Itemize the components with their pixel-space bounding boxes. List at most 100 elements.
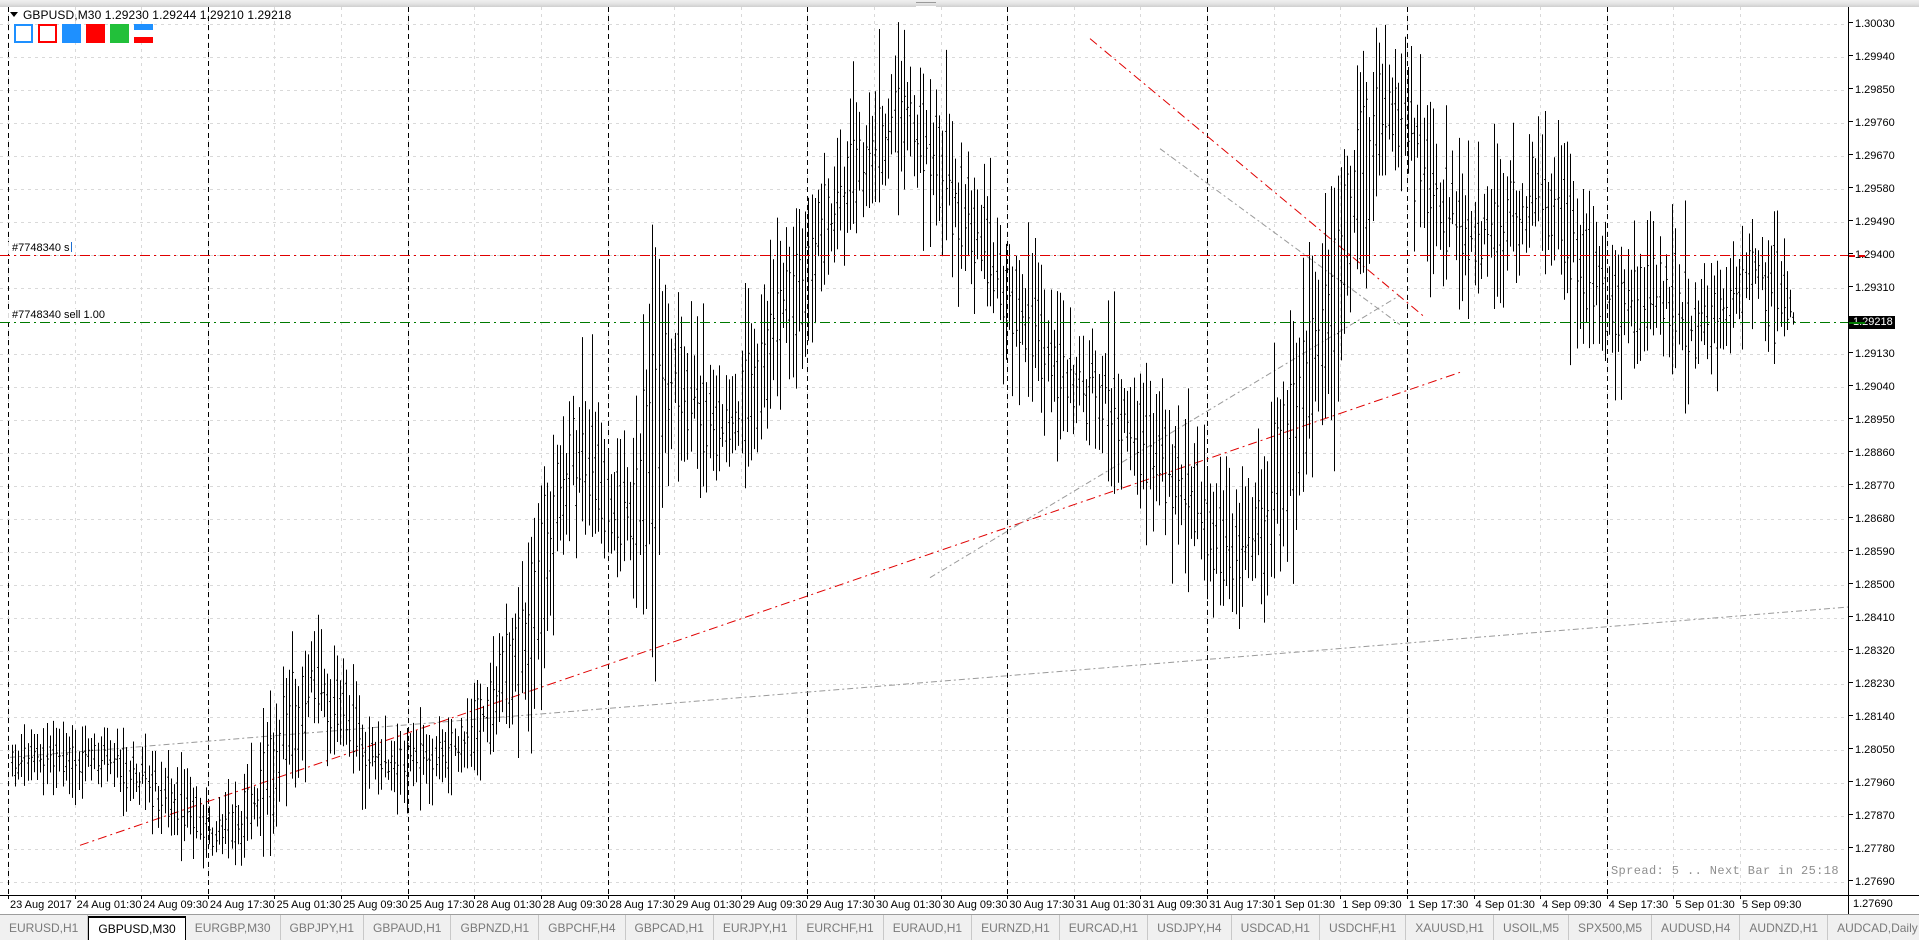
chart-tab-eurnzd-h1[interactable]: EURNZD,H1 xyxy=(972,915,1060,940)
candle-bar xyxy=(227,778,230,859)
candle-bar xyxy=(450,718,453,796)
candle-bar xyxy=(1155,394,1158,502)
chart-tab-eurjpy-h1[interactable]: EURJPY,H1 xyxy=(713,915,798,940)
chart-tab-eurgbp-m30[interactable]: EURGBP,M30 xyxy=(185,915,281,940)
chart-tab-audusd-h4[interactable]: AUDUSD,H4 xyxy=(1652,915,1741,940)
time-axis-tick-mark xyxy=(1073,896,1075,899)
sell-limit-outline-red-button[interactable] xyxy=(38,24,57,43)
buy-sell-split-button[interactable] xyxy=(134,24,153,43)
chart-plot-area[interactable] xyxy=(0,7,1848,895)
candle-bar xyxy=(1107,300,1110,482)
candle-bar xyxy=(1311,255,1314,478)
chart-tab-euraud-h1[interactable]: EURAUD,H1 xyxy=(883,915,973,940)
candle-bar xyxy=(1448,197,1451,248)
candle-bar xyxy=(1426,105,1429,262)
chart-tab-audnzd-h1[interactable]: AUDNZD,H1 xyxy=(1740,915,1829,940)
chart-tab-usdjpy-h4[interactable]: USDJPY,H4 xyxy=(1148,915,1232,940)
chart-tab-label: EURJPY,H1 xyxy=(722,921,788,935)
candle-bar xyxy=(1732,241,1735,328)
chart-tab-bar[interactable]: EURUSD,H1 GBPUSD,M30 EURGBP,M30 GBPJPY,H1 GB… xyxy=(0,914,1919,940)
candle-bar xyxy=(352,664,355,774)
candle-bar xyxy=(1429,101,1432,298)
trendline-gray-ascending-long[interactable] xyxy=(9,606,1848,758)
candle-bar xyxy=(428,734,431,804)
candle-bar xyxy=(817,189,820,257)
candle-bar xyxy=(1314,271,1317,402)
candle-bar xyxy=(1789,289,1792,318)
sell-fill-red-button[interactable] xyxy=(86,24,105,43)
candle-bar xyxy=(712,369,715,471)
order-label-sell-stop[interactable]: #7748340 s xyxy=(6,242,72,254)
price-axis-tick: 1.29310 xyxy=(1849,283,1895,294)
candle-bar xyxy=(1439,182,1442,250)
candle-bar xyxy=(1353,150,1356,233)
chart-tab-gbpchf-h4[interactable]: GBPCHF,H4 xyxy=(539,915,626,940)
candle-bar xyxy=(715,375,718,481)
candle-bar xyxy=(1455,191,1458,261)
candle-bar xyxy=(435,736,438,777)
candle-bar xyxy=(438,716,441,780)
candle-bar xyxy=(839,129,842,231)
chart-tab-gbpnzd-h1[interactable]: GBPNZD,H1 xyxy=(451,915,540,940)
candle-bar xyxy=(1247,478,1250,579)
candle-bar xyxy=(1451,150,1454,225)
buy-fill-blue-button[interactable] xyxy=(62,24,81,43)
candle-bar xyxy=(141,746,144,784)
chart-tab-xauusd-h1[interactable]: XAUUSD,H1 xyxy=(1406,915,1494,940)
chart-tab-eurcad-h1[interactable]: EURCAD,H1 xyxy=(1059,915,1149,940)
price-axis-bottom-tick: 1.27690 xyxy=(1853,898,1893,910)
quick-trade-button-group[interactable] xyxy=(14,24,153,43)
splitter-grip[interactable] xyxy=(916,2,936,7)
trendline-gray-descending-short[interactable] xyxy=(1159,148,1401,326)
chart-tab-spx500-m5[interactable]: SPX500,M5 xyxy=(1569,915,1653,940)
candle-bar xyxy=(823,152,826,285)
chart-tab-gbpjpy-h1[interactable]: GBPJPY,H1 xyxy=(280,915,365,940)
trendline-descending-resistance[interactable] xyxy=(1089,38,1426,318)
candle-bar xyxy=(1094,350,1097,449)
candle-bar xyxy=(613,471,616,551)
candle-bar xyxy=(1576,198,1579,349)
candle-bar xyxy=(629,481,632,561)
candle-bar xyxy=(399,731,402,795)
chart-tab-usdcad-h1[interactable]: USDCAD,H1 xyxy=(1231,915,1320,940)
chart-tab-label: USDCAD,H1 xyxy=(1240,921,1310,935)
chart-tab-gbpcad-h1[interactable]: GBPCAD,H1 xyxy=(625,915,714,940)
candle-bar xyxy=(1665,254,1668,310)
chart-menu-triangle-icon[interactable] xyxy=(10,12,18,17)
candle-bar xyxy=(1372,71,1375,222)
candle-bar xyxy=(1069,307,1072,404)
chart-tab-eurusd-h1[interactable]: EURUSD,H1 xyxy=(0,915,89,940)
candle-bar xyxy=(1113,291,1116,494)
candle-bar xyxy=(1117,373,1120,483)
candle-bar xyxy=(205,787,208,858)
candle-bar xyxy=(463,731,466,768)
candle-bar xyxy=(511,617,514,725)
chart-tab-gbpaud-h1[interactable]: GBPAUD,H1 xyxy=(364,915,452,940)
candle-bar xyxy=(49,735,52,773)
candle-bar xyxy=(1483,193,1486,245)
candle-bar xyxy=(1563,142,1566,300)
candle-bar xyxy=(1470,211,1473,252)
candle-bar xyxy=(1225,456,1228,586)
time-axis-tick-mark xyxy=(407,896,409,899)
candle-bar xyxy=(1528,134,1531,248)
chart-tab-eurchf-h1[interactable]: EURCHF,H1 xyxy=(797,915,884,940)
chart-tab-usdchf-h1[interactable]: USDCHF,H1 xyxy=(1319,915,1407,940)
buy-limit-outline-blue-button[interactable] xyxy=(14,24,33,43)
candle-bar xyxy=(1349,165,1352,313)
candle-bar xyxy=(878,29,881,203)
chart-tab-audcad-daily[interactable]: AUDCAD,Daily xyxy=(1828,915,1919,940)
candle-bar xyxy=(42,728,45,796)
order-label-sell-position[interactable]: #7748340 sell 1.00 xyxy=(6,308,105,321)
close-fill-green-button[interactable] xyxy=(110,24,129,43)
candle-bar xyxy=(1595,221,1598,306)
chart-tab-usoil-m5[interactable]: USOIL,M5 xyxy=(1493,915,1569,940)
price-scale-axis[interactable]: 1.30030 1.29940 1.29850 1.29760 1.29670 1.295… xyxy=(1848,7,1919,895)
chart-tab-gbpusd-m30[interactable]: GBPUSD,M30 xyxy=(88,916,186,940)
candle-bar xyxy=(686,353,689,460)
trendline-ascending-support-red[interactable] xyxy=(79,371,1461,846)
candle-bar xyxy=(702,303,705,487)
candle-bar xyxy=(925,109,928,165)
time-scale-axis[interactable]: 23 Aug 2017 24 Aug 01:30 24 Aug 09:30 24 Au… xyxy=(0,895,1848,915)
time-axis-tick-mark xyxy=(141,896,143,899)
